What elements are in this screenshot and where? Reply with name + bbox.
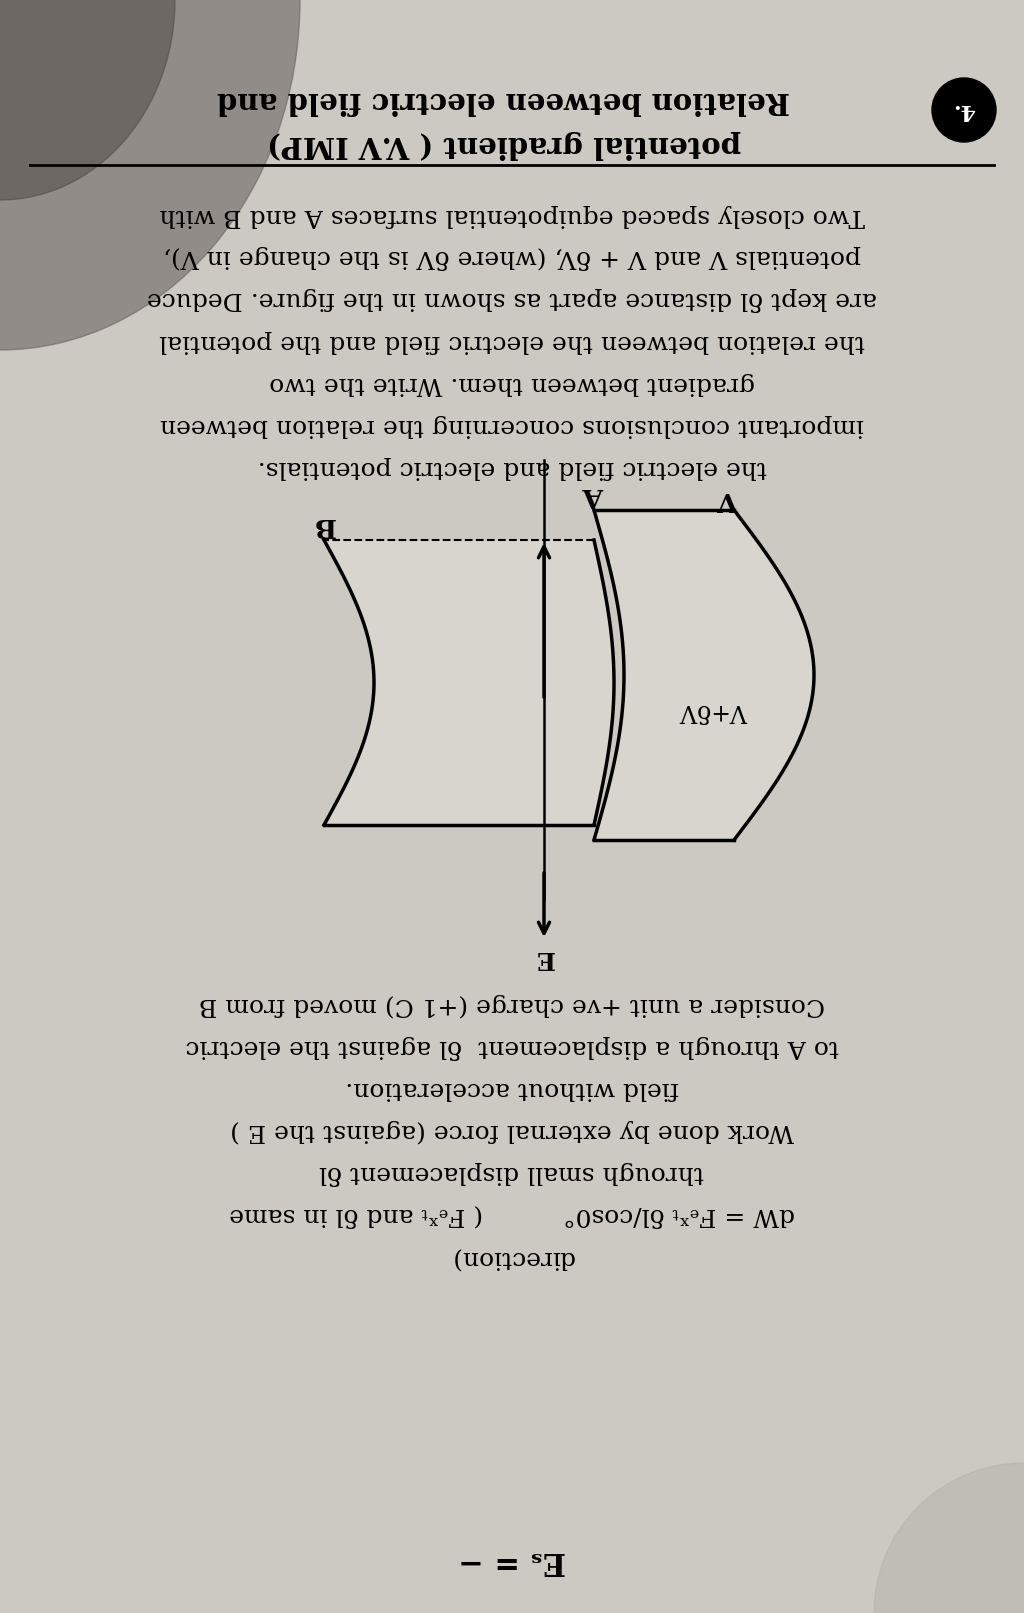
Text: V: V <box>719 487 739 513</box>
Text: the relation between the electric field and the potential: the relation between the electric field … <box>159 329 865 353</box>
Polygon shape <box>324 540 614 824</box>
Ellipse shape <box>0 0 175 200</box>
Text: the electric field and electric potentials.: the electric field and electric potentia… <box>257 455 767 479</box>
Text: Consider a unit +ve charge (+1 C) moved from B: Consider a unit +ve charge (+1 C) moved … <box>199 994 825 1016</box>
Text: Fₑˣₜ: Fₑˣₜ <box>477 571 511 589</box>
Text: field without acceleration.: field without acceleration. <box>345 1077 679 1100</box>
Ellipse shape <box>874 1463 1024 1613</box>
Circle shape <box>932 77 996 142</box>
Text: V+δV: V+δV <box>680 698 748 721</box>
Text: 4.: 4. <box>952 98 976 121</box>
Text: potentials V and V + δV, (where δV is the change in V),: potentials V and V + δV, (where δV is th… <box>163 245 861 269</box>
Text: direction): direction) <box>451 1245 573 1268</box>
Text: through small displacement δl: through small displacement δl <box>319 1161 705 1186</box>
Text: A: A <box>584 482 604 508</box>
Text: Eₛ = −: Eₛ = − <box>458 1545 566 1576</box>
Text: potential gradient ( V.V IMP): potential gradient ( V.V IMP) <box>267 131 741 160</box>
Text: to A through a displacement  δl against the electric: to A through a displacement δl against t… <box>185 1036 839 1060</box>
Text: δl: δl <box>568 606 590 629</box>
Ellipse shape <box>0 0 300 350</box>
Text: Two closely spaced equipotential surfaces A and B with: Two closely spaced equipotential surface… <box>160 203 864 226</box>
Text: Relation between electric field and: Relation between electric field and <box>217 85 791 115</box>
Text: B: B <box>313 513 335 537</box>
Text: E: E <box>535 945 554 969</box>
Text: are kept δl distance apart as shown in the figure. Deduce: are kept δl distance apart as shown in t… <box>147 287 877 311</box>
Text: dW = Fₑˣₜ δl/cos0°          ( Fₑˣₜ and δl in same: dW = Fₑˣₜ δl/cos0° ( Fₑˣₜ and δl in same <box>229 1203 795 1226</box>
Polygon shape <box>594 510 814 840</box>
Text: important conclusions concerning the relation between: important conclusions concerning the rel… <box>160 413 864 437</box>
Text: Work done by external force (against the E ): Work done by external force (against the… <box>230 1119 794 1142</box>
Text: gradient between them. Write the two: gradient between them. Write the two <box>269 371 755 395</box>
